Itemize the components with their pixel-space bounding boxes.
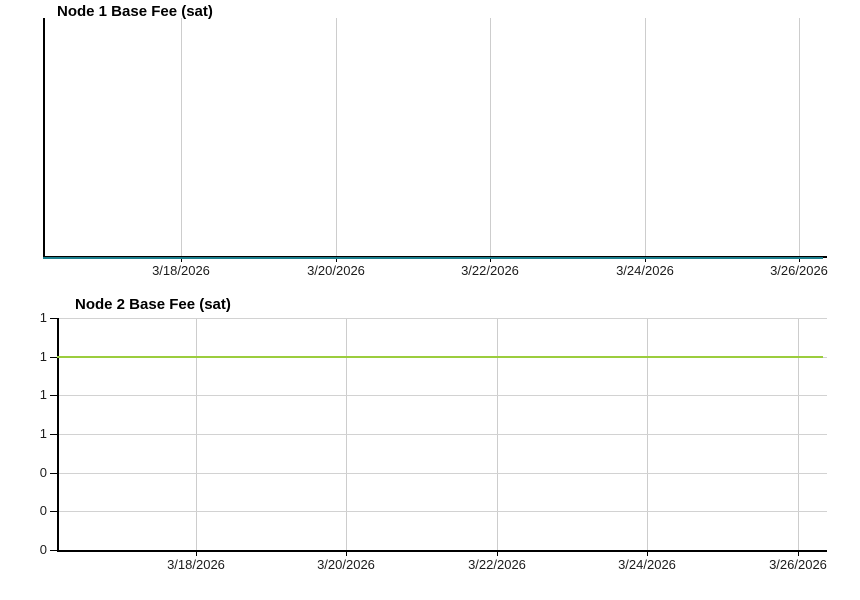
x-axis [43,256,827,258]
x-tick-mark [181,256,182,262]
x-tick-label: 3/22/2026 [461,263,519,278]
x-tick-mark [346,550,347,556]
y-tick-label: 0 [39,503,47,518]
y-tick-mark [50,434,57,435]
y-tick-label: 1 [39,426,47,441]
x-tick-mark [196,550,197,556]
vertical-gridline [490,18,491,256]
node2-chart-title: Node 2 Base Fee (sat) [75,296,231,313]
x-tick-label: 3/20/2026 [307,263,365,278]
vertical-gridline [645,18,646,256]
x-tick-label: 3/20/2026 [317,557,375,572]
y-tick-mark [50,357,57,358]
x-tick-mark [497,550,498,556]
x-tick-mark [336,256,337,262]
horizontal-gridline [57,318,827,319]
horizontal-gridline [57,395,827,396]
x-tick-mark [798,550,799,556]
y-tick-mark [50,473,57,474]
y-tick-label: 0 [39,465,47,480]
x-tick-label: 3/18/2026 [152,263,210,278]
y-axis [57,318,59,551]
y-axis [43,18,45,257]
x-tick-label: 3/24/2026 [618,557,676,572]
x-tick-label: 3/18/2026 [167,557,225,572]
x-tick-mark [490,256,491,262]
vertical-gridline [336,18,337,256]
vertical-gridline [799,18,800,256]
horizontal-gridline [57,473,827,474]
x-tick-label: 3/24/2026 [616,263,674,278]
series-line [43,257,823,259]
x-tick-label: 3/26/2026 [770,263,828,278]
series-line [57,356,823,358]
node1-chart-title: Node 1 Base Fee (sat) [57,3,213,20]
x-tick-mark [647,550,648,556]
y-tick-label: 0 [39,542,47,557]
y-tick-mark [50,550,57,551]
y-tick-label: 1 [39,387,47,402]
y-tick-mark [50,511,57,512]
horizontal-gridline [57,434,827,435]
y-tick-mark [50,395,57,396]
x-tick-mark [799,256,800,262]
horizontal-gridline [57,511,827,512]
x-tick-label: 3/26/2026 [769,557,827,572]
y-tick-label: 1 [39,310,47,325]
x-tick-label: 3/22/2026 [468,557,526,572]
y-tick-label: 1 [39,349,47,364]
vertical-gridline [181,18,182,256]
x-axis [57,550,827,552]
y-tick-mark [50,318,57,319]
x-tick-mark [645,256,646,262]
